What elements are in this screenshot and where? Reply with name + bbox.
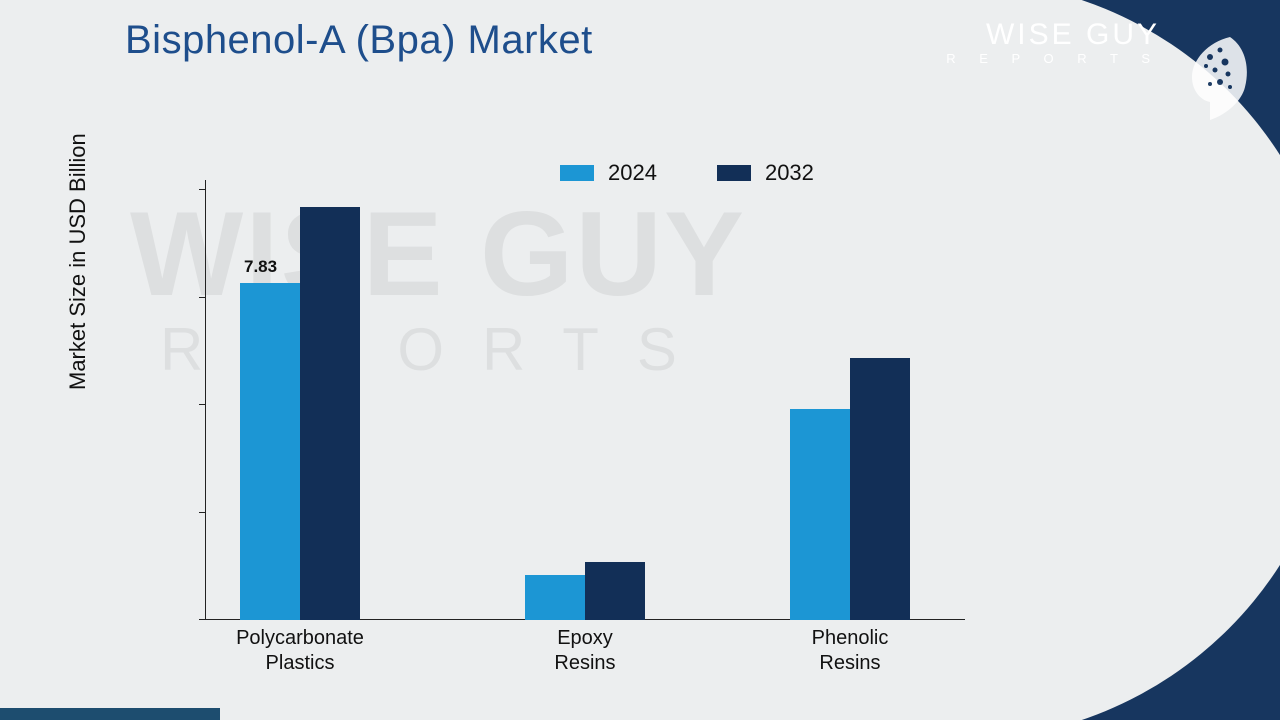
category-label: PhenolicResins [760, 620, 940, 676]
brand-line1: WISE GUY [946, 20, 1160, 50]
bar [850, 358, 910, 620]
legend: 2024 2032 [560, 160, 814, 186]
legend-label: 2032 [765, 160, 814, 186]
y-tick [199, 297, 205, 298]
legend-item: 2032 [717, 160, 814, 186]
bar-value-label: 7.83 [244, 257, 277, 277]
legend-label: 2024 [608, 160, 657, 186]
bar [525, 575, 585, 620]
bar [240, 283, 300, 620]
bar-chart: PolycarbonatePlasticsEpoxyResinsPhenolic… [205, 190, 965, 620]
brand-logo: WISE GUY R E P O R T S [946, 20, 1250, 68]
legend-swatch [717, 165, 751, 181]
bar [300, 207, 360, 620]
bar [585, 562, 645, 620]
y-tick [199, 404, 205, 405]
footer-accent [0, 708, 220, 720]
y-axis [205, 180, 206, 620]
y-tick [199, 189, 205, 190]
category-label: PolycarbonatePlastics [210, 620, 390, 676]
category-label: EpoxyResins [495, 620, 675, 676]
y-tick [199, 619, 205, 620]
brand-line2: R E P O R T S [946, 50, 1160, 68]
legend-swatch [560, 165, 594, 181]
chart-title: Bisphenol-A (Bpa) Market [125, 18, 593, 63]
y-axis-label: Market Size in USD Billion [65, 133, 91, 390]
y-tick [199, 512, 205, 513]
bar [790, 409, 850, 620]
legend-item: 2024 [560, 160, 657, 186]
